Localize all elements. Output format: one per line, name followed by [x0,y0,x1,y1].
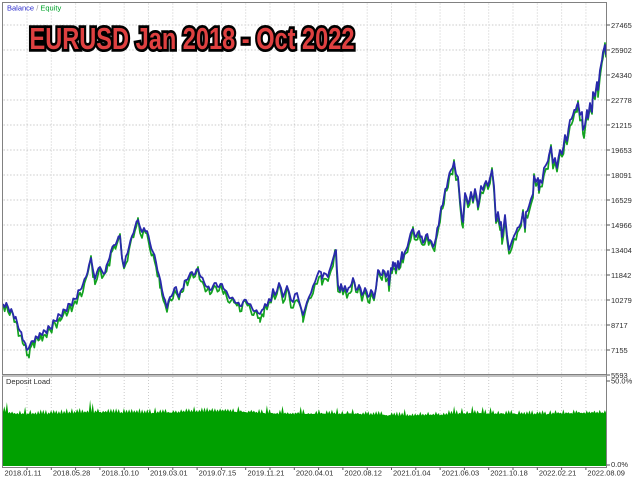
svg-text:2019.11.21: 2019.11.21 [248,469,285,478]
svg-text:2020.08.12: 2020.08.12 [344,469,382,478]
svg-text:10279: 10279 [611,296,632,305]
svg-text:Deposit Load: Deposit Load [6,377,50,386]
svg-text:Balance / Equity: Balance / Equity [7,4,61,13]
svg-text:2020.04.01: 2020.04.01 [296,469,334,478]
svg-text:25902: 25902 [611,46,632,55]
svg-text:19653: 19653 [611,146,632,155]
svg-text:13404: 13404 [611,246,632,255]
svg-text:2022.08.09: 2022.08.09 [587,469,625,478]
svg-text:16529: 16529 [611,196,632,205]
svg-text:5593: 5593 [611,371,628,380]
svg-text:14966: 14966 [611,221,632,230]
svg-text:EURUSD Jan 2018 - Oct 2022: EURUSD Jan 2018 - Oct 2022 [30,21,355,56]
svg-text:2018.05.28: 2018.05.28 [53,469,91,478]
svg-text:50.0%: 50.0% [611,377,633,386]
svg-text:2021.06.03: 2021.06.03 [442,469,480,478]
svg-text:11842: 11842 [611,271,631,280]
svg-text:2021.01.04: 2021.01.04 [393,469,431,478]
svg-text:2022.02.21: 2022.02.21 [539,469,577,478]
svg-text:0.0%: 0.0% [611,460,628,469]
svg-text:7155: 7155 [611,346,628,355]
svg-text:27465: 27465 [611,21,632,30]
svg-text:2018.10.10: 2018.10.10 [101,469,139,478]
svg-text:24340: 24340 [611,71,632,80]
svg-text:2019.03.01: 2019.03.01 [150,469,188,478]
svg-text:2019.07.15: 2019.07.15 [199,469,237,478]
svg-text:2021.10.18: 2021.10.18 [490,469,528,478]
svg-text:21215: 21215 [611,121,632,130]
svg-text:18091: 18091 [611,171,632,180]
svg-text:2018.01.11: 2018.01.11 [5,469,42,478]
svg-text:22778: 22778 [611,96,632,105]
svg-text:8717: 8717 [611,321,628,330]
